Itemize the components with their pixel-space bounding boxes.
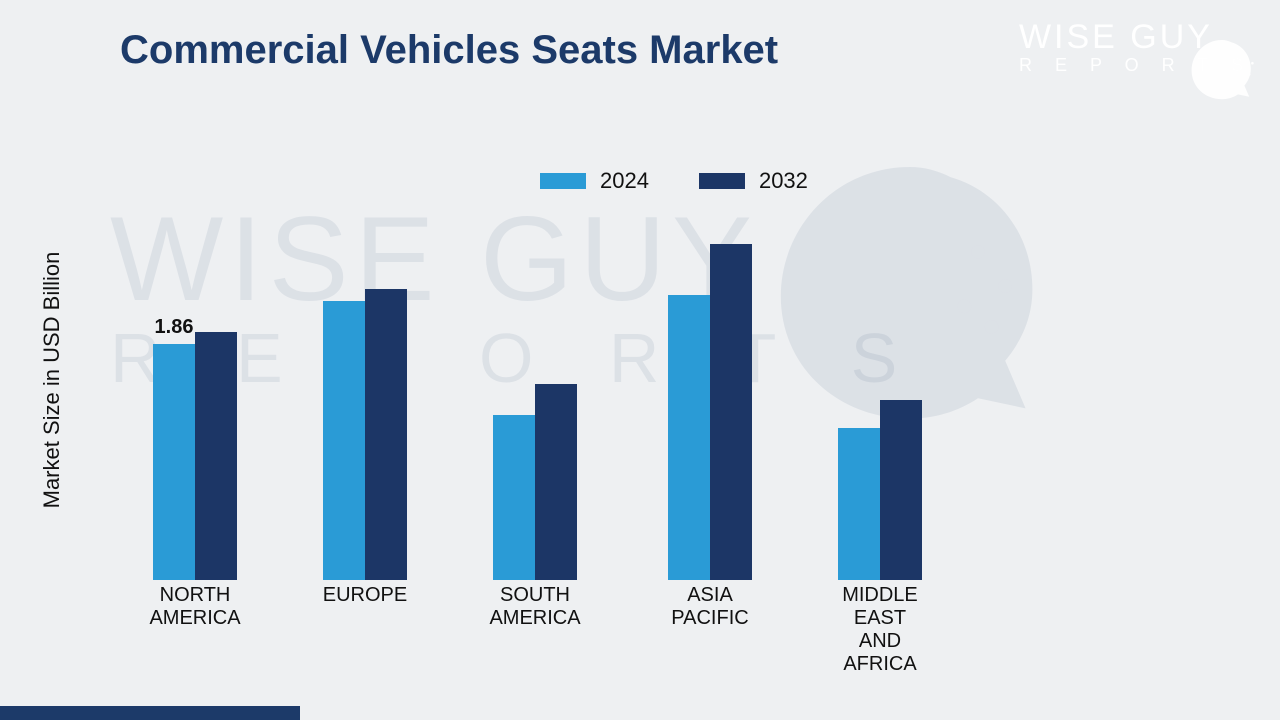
legend-swatch-2032 (699, 173, 745, 189)
bar-group (323, 289, 407, 580)
bar-2032 (710, 244, 752, 580)
bar-group (838, 400, 922, 580)
chart-title: Commercial Vehicles Seats Market (120, 28, 778, 73)
bar-2024 (838, 428, 880, 580)
brand-head-icon (1182, 36, 1262, 116)
x-axis-label: ASIAPACIFIC (640, 584, 780, 630)
legend-label-2024: 2024 (600, 168, 649, 194)
bar-group (153, 332, 237, 580)
brand-logo: WISE GUY R E P O R T S (1019, 18, 1252, 76)
bar-2024 (493, 415, 535, 580)
legend-swatch-2024 (540, 173, 586, 189)
x-axis-label: NORTHAMERICA (125, 584, 265, 630)
bottom-accent-strip (0, 706, 300, 720)
legend-item-2024: 2024 (540, 168, 649, 194)
legend-label-2032: 2032 (759, 168, 808, 194)
bar-2024 (668, 295, 710, 580)
bar-group (668, 244, 752, 580)
bar-group (493, 384, 577, 580)
x-axis-label: EUROPE (295, 584, 435, 607)
chart-legend: 2024 2032 (540, 168, 808, 194)
bar-2032 (365, 289, 407, 580)
bar-2024 (323, 301, 365, 580)
x-axis-label: SOUTHAMERICA (465, 584, 605, 630)
bar-2032 (195, 332, 237, 580)
y-axis-label: Market Size in USD Billion (39, 252, 65, 509)
x-axis-label: MIDDLEEASTANDAFRICA (810, 584, 950, 676)
infographic-stage: WISE GUY R E P O R T S Commercial Vehicl… (0, 0, 1280, 720)
value-annotation: 1.86 (155, 316, 194, 339)
legend-item-2032: 2032 (699, 168, 808, 194)
bar-2024 (153, 344, 195, 580)
bar-2032 (535, 384, 577, 580)
chart-plot-area: 1.86 (100, 200, 940, 580)
bar-2032 (880, 400, 922, 580)
